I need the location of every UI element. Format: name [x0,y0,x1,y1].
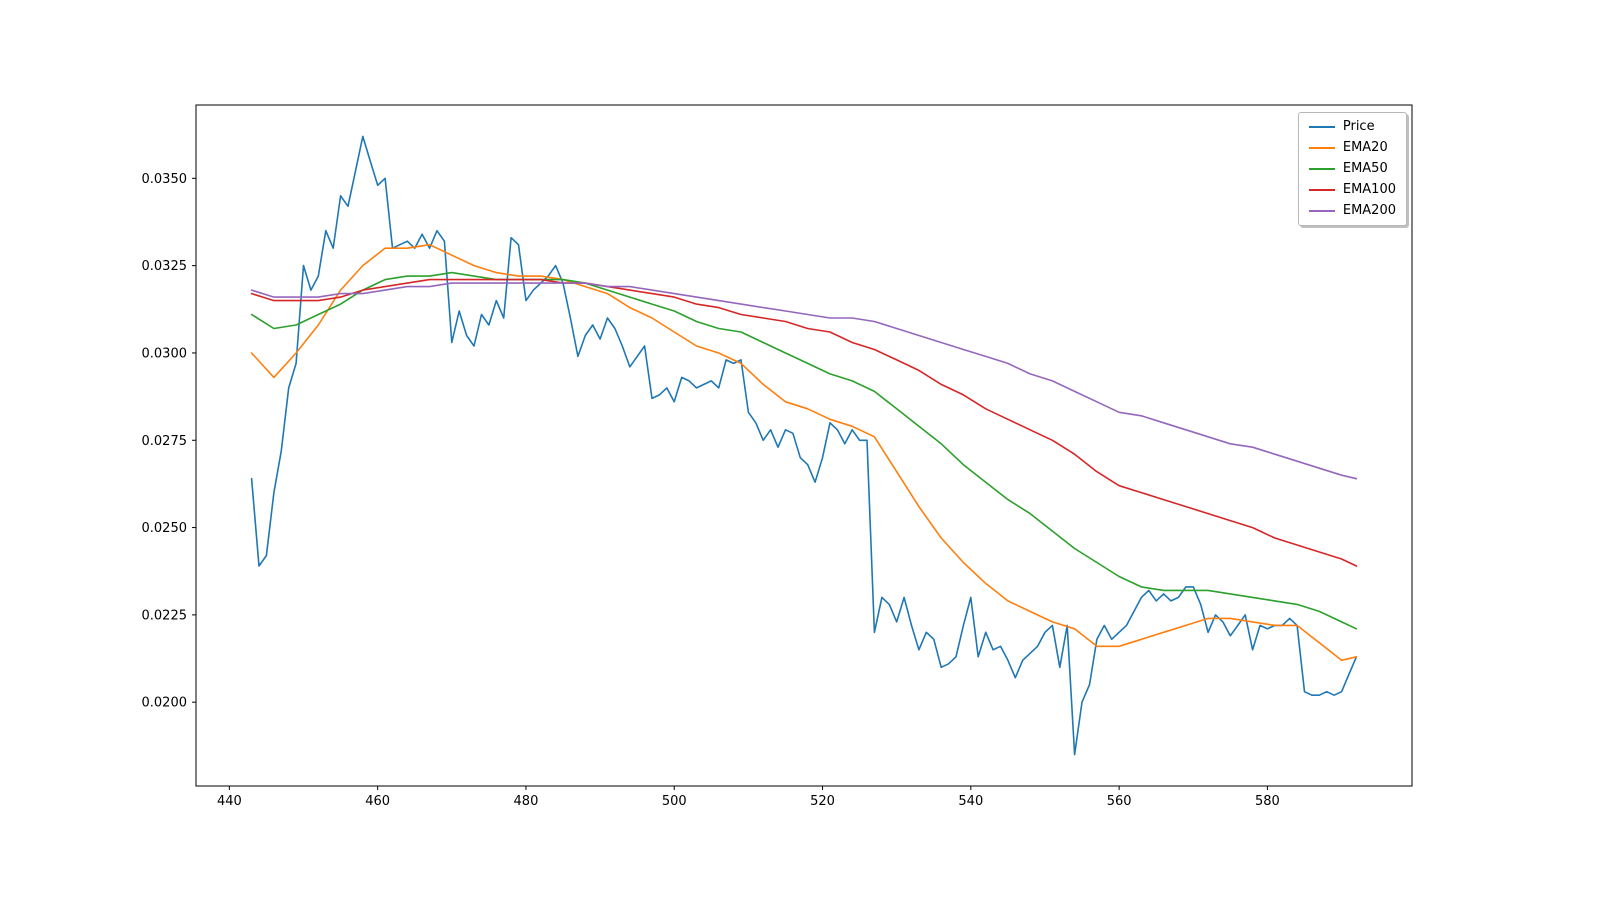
legend-line-swatch [1308,126,1335,128]
series-line-ema20 [250,243,1358,662]
series-line-ema100 [250,278,1358,567]
y-tick-label: 0.0250 [142,521,188,536]
x-tick-label: 540 [958,794,983,809]
x-tick-label: 440 [217,794,242,809]
x-tick-label: 500 [662,794,687,809]
legend-entry-price: Price [1308,119,1396,134]
y-tick-label: 0.0225 [142,608,188,623]
y-tick-label: 0.0275 [142,434,188,449]
y-tick-label: 0.0350 [142,172,188,187]
legend-entry-ema200: EMA200 [1308,203,1396,218]
y-tick-label: 0.0200 [142,696,188,711]
series-line-ema200 [250,282,1358,480]
x-tick-label: 560 [1107,794,1132,809]
legend-label: EMA50 [1342,161,1388,176]
legend-line-swatch [1308,168,1335,170]
legend-entry-ema20: EMA20 [1308,140,1396,155]
y-tick-label: 0.0300 [142,346,188,361]
legend-entry-ema50: EMA50 [1308,161,1396,176]
legend-label: EMA200 [1342,203,1396,218]
legend-entry-ema100: EMA100 [1308,182,1396,197]
series-line-ema50 [250,271,1358,630]
legend-label: EMA100 [1342,182,1396,197]
x-tick-label: 580 [1255,794,1280,809]
x-tick-label: 520 [810,794,835,809]
x-tick-label: 480 [514,794,539,809]
legend-label: Price [1342,119,1375,134]
legend-line-swatch [1308,189,1335,191]
axes-frame [195,104,1413,787]
legend-line-swatch [1308,210,1335,212]
legend: Price EMA20 EMA50 EMA100 EMA200 [1297,112,1407,226]
legend-line-swatch [1308,147,1335,149]
series-line-price [250,135,1358,756]
x-tick-label: 460 [365,794,390,809]
y-tick-label: 0.0325 [142,259,188,274]
legend-label: EMA20 [1342,140,1388,155]
